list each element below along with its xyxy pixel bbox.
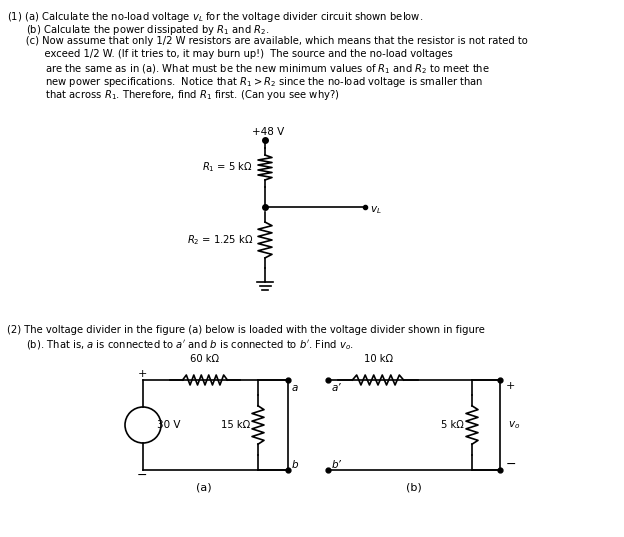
Text: +: + [506,381,515,391]
Text: (c) Now assume that only 1/2 W resistors are available, which means that the res: (c) Now assume that only 1/2 W resistors… [7,36,528,46]
Text: +: + [137,369,147,379]
Text: (1) (a) Calculate the no-load voltage $v_L$ for the voltage divider circuit show: (1) (a) Calculate the no-load voltage $v… [7,10,423,24]
Text: 60 kΩ: 60 kΩ [190,354,220,364]
Text: exceed 1/2 W. (If it tries to, it may burn up!)  The source and the no-load volt: exceed 1/2 W. (If it tries to, it may bu… [7,49,453,59]
Text: 15 kΩ: 15 kΩ [221,420,250,430]
Text: b: b [292,460,299,470]
Text: 10 kΩ: 10 kΩ [364,354,392,364]
Text: a: a [292,383,298,393]
Text: $v_o$: $v_o$ [508,419,520,431]
Text: +48 V: +48 V [252,127,284,137]
Text: $R_1$ = 5 kΩ: $R_1$ = 5 kΩ [202,161,253,175]
Text: new power specifications.  Notice that $R_1 > R_2$ since the no-load voltage is : new power specifications. Notice that $R… [7,75,484,89]
Text: b’: b’ [332,460,342,470]
Text: (2) The voltage divider in the figure (a) below is loaded with the voltage divid: (2) The voltage divider in the figure (a… [7,325,485,335]
Text: (b). That is, $a$ is connected to $a'$ and $b$ is connected to $b'$. Find $v_o$.: (b). That is, $a$ is connected to $a'$ a… [7,338,354,352]
Text: that across $R_1$. Therefore, find $R_1$ first. (Can you see why?): that across $R_1$. Therefore, find $R_1$… [7,88,340,102]
Text: are the same as in (a). What must be the new minimum values of $R_1$ and $R_2$ t: are the same as in (a). What must be the… [7,62,490,76]
Text: $v_L$: $v_L$ [370,204,382,216]
Text: −: − [506,458,517,470]
Text: a’: a’ [332,383,341,393]
Text: 5 kΩ: 5 kΩ [441,420,464,430]
Text: −: − [137,468,147,482]
Text: 30 V: 30 V [157,420,181,430]
Text: (a): (a) [196,482,212,492]
Text: $R_2$ = 1.25 kΩ: $R_2$ = 1.25 kΩ [187,233,253,247]
Text: (b): (b) [406,482,422,492]
Text: (b) Calculate the power dissipated by $R_1$ and $R_2$.: (b) Calculate the power dissipated by $R… [7,23,270,37]
